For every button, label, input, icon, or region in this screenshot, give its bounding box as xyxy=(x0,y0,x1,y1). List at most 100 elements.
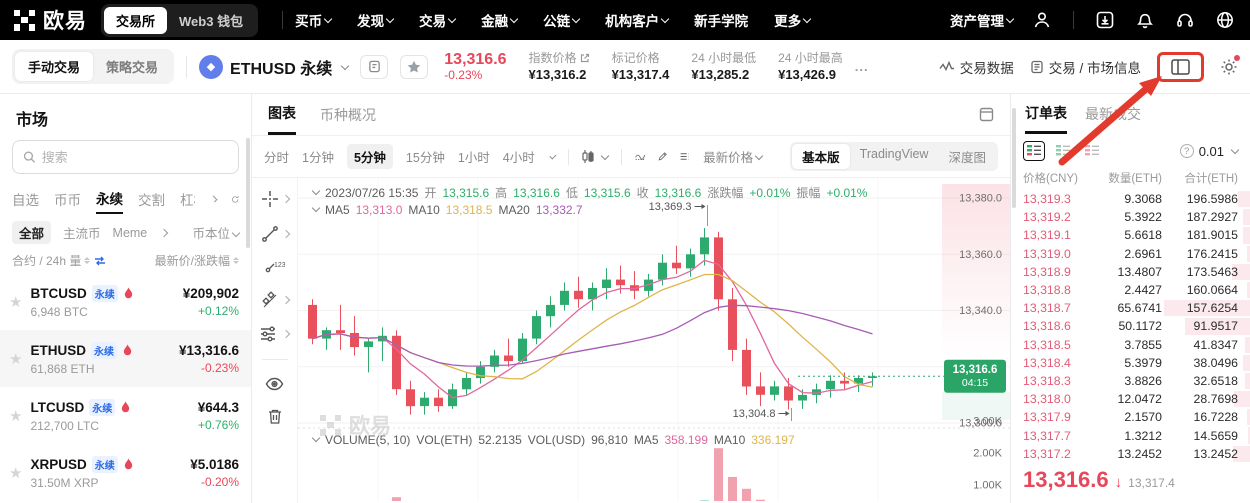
timeframe-0[interactable]: 分时 xyxy=(264,151,290,165)
sidebar-tab-2[interactable]: 永续 xyxy=(96,184,123,214)
nav-item-4[interactable]: 公链 xyxy=(543,10,581,30)
column-contract-volume[interactable]: 合约 / 24h 量 xyxy=(12,252,106,269)
nav-item-5[interactable]: 机构客户 xyxy=(605,10,670,30)
nav-item-1[interactable]: 发现 xyxy=(357,10,395,30)
user-icon[interactable] xyxy=(1031,9,1053,31)
download-icon[interactable] xyxy=(1094,9,1116,31)
shapes-tool[interactable] xyxy=(261,291,290,309)
favorite-star-button[interactable] xyxy=(400,54,429,79)
market-row[interactable]: ★ ETHUSD 永续 61,868 ETH ¥13,316.6 -0.23% xyxy=(0,330,251,387)
star-icon[interactable]: ★ xyxy=(9,293,23,311)
timeframe-2[interactable]: 5分钟 xyxy=(346,144,393,169)
nav-item-3[interactable]: 金融 xyxy=(481,10,519,30)
delete-drawings-trash-icon[interactable] xyxy=(267,408,283,425)
more-timeframes-caret[interactable] xyxy=(549,151,557,160)
support-icon[interactable] xyxy=(1174,9,1196,31)
price-type-selector[interactable]: 最新价格 xyxy=(703,147,764,166)
star-icon[interactable]: ★ xyxy=(9,407,23,425)
popout-window-icon[interactable] xyxy=(979,107,994,122)
okx-logo[interactable]: 欧易 xyxy=(14,5,87,35)
orderbook-ask-row[interactable]: 13,318.7 65.6741 157.6254 xyxy=(1011,299,1250,317)
settings-sliders-tool[interactable] xyxy=(260,326,291,342)
ask-quantity: 13.4807 xyxy=(1117,264,1162,279)
timeframe-1[interactable]: 1分钟 xyxy=(302,151,334,165)
orderbook-ask-row[interactable]: 13,318.3 3.8826 32.6518 xyxy=(1011,372,1250,390)
timeframe-4[interactable]: 1小时 xyxy=(457,151,490,165)
search-input[interactable] xyxy=(41,149,228,165)
market-row[interactable]: ★ LTCUSD 永续 212,700 LTC ¥644.3 +0.76% xyxy=(0,387,251,444)
orderbook-last-price[interactable]: 13,316.6 ↓ 13,317.4 xyxy=(1023,466,1175,492)
instrument-selector[interactable]: ◆ ETHUSD 永续 xyxy=(199,54,350,79)
column-price-change[interactable]: 最新价/涨跌幅 xyxy=(155,252,239,269)
sidebar-tab-0[interactable]: 自选 xyxy=(12,193,39,208)
indicator-icon[interactable] xyxy=(635,150,646,163)
depth-view-asks-icon[interactable] xyxy=(1081,141,1103,161)
chart-tab-1[interactable]: 币种概况 xyxy=(320,106,376,123)
orderbook-ask-row[interactable]: 13,318.5 3.7855 41.8347 xyxy=(1011,336,1250,354)
assets-menu[interactable]: 资产管理 xyxy=(950,10,1015,30)
bell-icon[interactable] xyxy=(1134,9,1156,31)
depth-view-bids-icon[interactable] xyxy=(1052,141,1074,161)
sidebar-scrollbar[interactable] xyxy=(246,138,250,248)
orderbook-ask-row[interactable]: 13,319.2 5.3922 187.2927 xyxy=(1011,208,1250,226)
sidebar-tab-3[interactable]: 交割 xyxy=(138,193,165,208)
market-row[interactable]: ★ BTCUSD 永续 6,948 BTC ¥209,902 +0.12% xyxy=(0,273,251,330)
crosshair-tool[interactable] xyxy=(261,190,290,208)
orderbook-tab-0[interactable]: 订单表 xyxy=(1025,94,1067,134)
view-mode-1[interactable]: TradingView xyxy=(859,147,929,161)
timeframe-3[interactable]: 15分钟 xyxy=(405,151,445,165)
orderbook-ask-row[interactable]: 13,317.7 1.3212 14.5659 xyxy=(1011,426,1250,444)
chart-tab-0[interactable]: 图表 xyxy=(268,94,296,135)
depth-view-combined-icon[interactable] xyxy=(1023,141,1045,161)
nav-item-7[interactable]: 更多 xyxy=(774,10,812,30)
orderbook-ask-row[interactable]: 13,317.9 2.1570 16.7228 xyxy=(1011,408,1250,426)
chart-canvas[interactable]: 13,369.3 13,304.8 13,380.0 13,360.0 13,340.0… xyxy=(298,178,1010,503)
indicator-list-icon[interactable] xyxy=(680,150,690,163)
nav-item-2[interactable]: 交易 xyxy=(419,10,457,30)
trade-mode-1[interactable]: 策略交易 xyxy=(106,60,159,75)
filter-1[interactable]: 主流币 xyxy=(63,227,101,241)
nav-item-6[interactable]: 新手学院 xyxy=(694,14,749,29)
orderbook-ask-row[interactable]: 13,318.6 50.1172 91.9517 xyxy=(1011,317,1250,335)
settings-gear-icon[interactable] xyxy=(1220,54,1240,76)
filter-dropdown[interactable]: 币本位 xyxy=(192,223,241,242)
orderbook-ask-row[interactable]: 13,319.1 5.6618 181.9015 xyxy=(1011,226,1250,244)
orderbook-ask-row[interactable]: 13,318.8 2.4427 160.0664 xyxy=(1011,281,1250,299)
precision-selector[interactable]: ? 0.01 xyxy=(1179,144,1240,159)
nav-item-0[interactable]: 买币 xyxy=(295,10,333,30)
sidebar-tab-4[interactable]: 杠杆 xyxy=(180,193,195,208)
candle-type-selector[interactable] xyxy=(581,149,610,164)
orderbook-ask-row[interactable]: 13,318.4 5.3979 38.0496 xyxy=(1011,354,1250,372)
draw-pencil-icon[interactable] xyxy=(658,149,668,164)
trendline-tool[interactable] xyxy=(261,225,290,243)
filter-2[interactable]: Meme xyxy=(112,225,148,240)
mode-tab-1[interactable]: Web3 钱包 xyxy=(179,13,244,29)
orderbook-ask-row[interactable]: 13,318.9 13.4807 173.5463 xyxy=(1011,263,1250,281)
market-search[interactable] xyxy=(12,140,239,174)
market-info-link[interactable]: 交易 / 市场信息 xyxy=(1030,57,1141,77)
orderbook-ask-row[interactable]: 13,319.0 2.6961 176.2415 xyxy=(1011,245,1250,263)
orderbook-ask-row[interactable]: 13,317.2 13.2452 13.2452 xyxy=(1011,445,1250,463)
filter-0[interactable]: 全部 xyxy=(12,221,52,244)
refresh-icon[interactable] xyxy=(231,192,239,207)
trade-mode-0[interactable]: 手动交易 xyxy=(15,52,94,81)
trading-data-link[interactable]: 交易数据 xyxy=(939,57,1014,77)
annotation-tool[interactable]: 123 xyxy=(265,260,285,274)
timeframe-5[interactable]: 4小时 xyxy=(502,151,535,165)
orderbook-ask-row[interactable]: 13,318.0 12.0472 28.7698 xyxy=(1011,390,1250,408)
contract-info-button[interactable] xyxy=(360,54,389,79)
globe-icon[interactable] xyxy=(1214,9,1236,31)
orderbook-ask-row[interactable]: 13,319.3 9.3068 196.5986 xyxy=(1011,190,1250,208)
star-icon[interactable]: ★ xyxy=(9,350,23,368)
panel-resize-handle[interactable] xyxy=(1012,108,1016,208)
more-stats-button[interactable]: ... xyxy=(854,59,869,74)
hide-drawings-eye-icon[interactable] xyxy=(265,377,284,391)
layout-panel-button-highlighted[interactable] xyxy=(1157,51,1204,82)
view-mode-0[interactable]: 基本版 xyxy=(792,144,850,169)
sidebar-tab-1[interactable]: 币币 xyxy=(54,193,81,208)
mode-tab-0[interactable]: 交易所 xyxy=(104,6,168,34)
orderbook-tab-1[interactable]: 最新成交 xyxy=(1085,106,1141,122)
market-row[interactable]: ★ XRPUSD 永续 31.50M XRP ¥5.0186 -0.20% xyxy=(0,444,251,501)
view-mode-2[interactable]: 深度图 xyxy=(948,151,986,165)
star-icon[interactable]: ★ xyxy=(9,464,23,482)
